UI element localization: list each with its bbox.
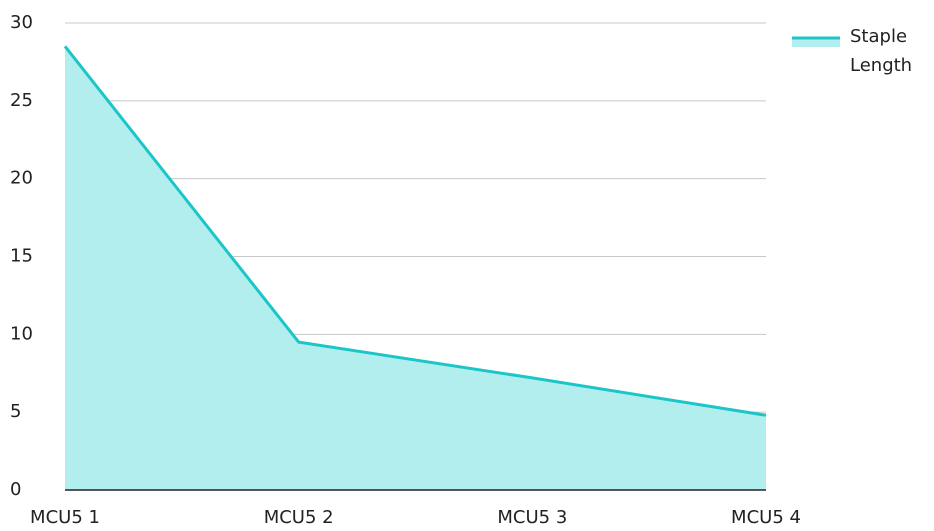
- y-tick-label: 30: [10, 12, 33, 33]
- y-tick-label: 5: [10, 401, 21, 422]
- x-tick-label: MCU5 1: [30, 507, 100, 528]
- x-tick-label: MCU5 2: [264, 507, 334, 528]
- y-tick-label: 0: [10, 479, 21, 500]
- line: [63, 45, 767, 417]
- y-tick-label: 10: [10, 323, 33, 344]
- area: [65, 46, 766, 490]
- x-tick-label: MCU5 3: [497, 507, 567, 528]
- y-tick-label: 15: [10, 246, 33, 267]
- legend-label: Staple Length: [850, 26, 913, 76]
- legend-swatch: [792, 38, 840, 47]
- x-tick-label: MCU5 4: [731, 507, 801, 528]
- y-tick-label: 25: [10, 90, 33, 111]
- y-tick-label: 20: [10, 168, 33, 189]
